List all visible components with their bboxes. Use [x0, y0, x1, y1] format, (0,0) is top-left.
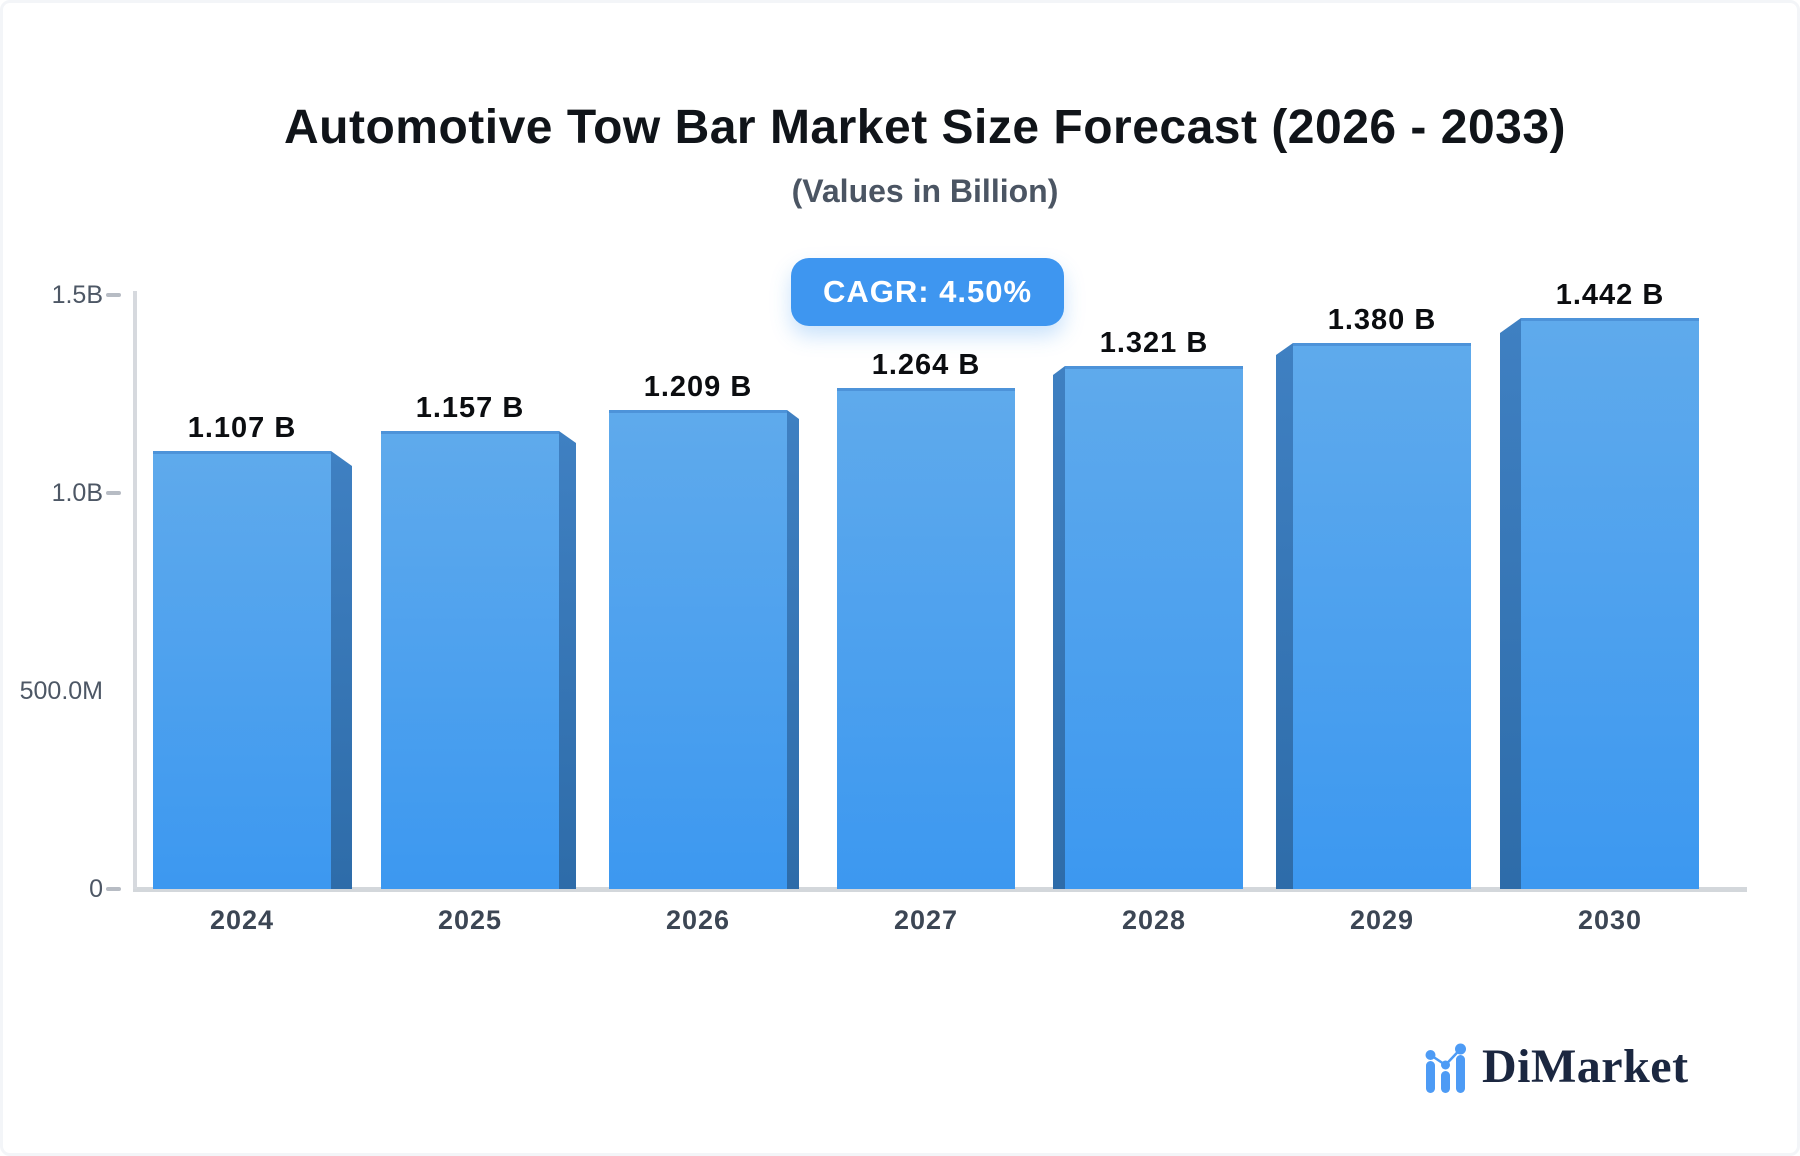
bar-2027[interactable]: [837, 388, 1015, 889]
chart-title: Automotive Tow Bar Market Size Forecast …: [283, 101, 1567, 154]
bar-top-edge: [837, 388, 1015, 391]
chart-subtitle: (Values in Billion): [791, 173, 1059, 209]
y-axis-tick-mark: [106, 491, 121, 495]
x-axis-label: 2027: [893, 905, 959, 935]
bar-value-label: 1.442 B: [1555, 279, 1665, 311]
x-axis-label: 2030: [1577, 905, 1643, 935]
y-axis-tick-label: 0: [89, 875, 103, 903]
bar-value-label: 1.321 B: [1099, 327, 1209, 359]
bar-top-edge: [381, 431, 559, 434]
bar-chart-plot: 1.107 B 2024 1.157 B 2025 1.209 B 2026 1.264 B…: [3, 3, 1797, 1153]
bar-side-face: [1053, 366, 1065, 889]
x-axis-label: 2024: [209, 905, 275, 935]
bar-2024[interactable]: [153, 451, 352, 889]
bar-value-label: 1.380 B: [1327, 304, 1437, 336]
y-axis-tick-label: 1.0B: [51, 479, 103, 507]
bar-front-face: [1521, 318, 1699, 889]
bar-side-face: [331, 451, 352, 889]
bar-side-face: [787, 410, 799, 889]
bar-side-face: [1500, 318, 1521, 889]
bar-front-face: [609, 410, 787, 889]
x-axis-label: 2025: [437, 905, 503, 935]
bar-top-edge: [609, 410, 787, 413]
bar-top-edge: [1065, 366, 1243, 369]
bar-side-face: [1276, 343, 1293, 889]
bar-2026[interactable]: [609, 410, 799, 889]
bar-front-face: [837, 388, 1015, 889]
cagr-badge-label: CAGR: 4.50%: [822, 274, 1033, 309]
y-axis-tick-label: 1.5B: [51, 281, 103, 309]
bar-2030[interactable]: [1500, 318, 1699, 889]
bar-2025[interactable]: [381, 431, 576, 889]
y-axis-tick-mark: [106, 293, 121, 297]
x-axis-label: 2028: [1121, 905, 1187, 935]
bar-value-label: 1.264 B: [871, 349, 981, 381]
bar-front-face: [381, 431, 559, 889]
y-axis-tick-label: 500.0M: [19, 677, 103, 705]
y-axis-tick-mark: [106, 887, 121, 891]
bar-value-label: 1.157 B: [415, 392, 525, 424]
bar-top-edge: [153, 451, 331, 454]
chart-header: Automotive Tow Bar Market Size Forecast …: [47, 99, 1797, 211]
x-axis-line: [133, 887, 1747, 892]
cagr-badge: CAGR: 4.50%: [791, 258, 1064, 326]
bar-front-face: [153, 451, 331, 889]
x-axis-label: 2029: [1349, 905, 1415, 935]
brand-logo: DiMarket: [1424, 1041, 1689, 1093]
bar-2029[interactable]: [1276, 343, 1471, 889]
y-axis-line: [133, 291, 137, 889]
bar-front-face: [1065, 366, 1243, 889]
bar-value-label: 1.107 B: [187, 412, 297, 444]
bar-top-edge: [1293, 343, 1471, 346]
bar-value-label: 1.209 B: [643, 371, 753, 403]
x-axis-label: 2026: [665, 905, 731, 935]
bar-side-face: [559, 431, 576, 889]
bars-canvas: [153, 318, 1699, 889]
bar-front-face: [1293, 343, 1471, 889]
brand-name: DiMarket: [1482, 1040, 1689, 1093]
dimarket-logo-icon: [1425, 1043, 1466, 1093]
bar-top-edge: [1521, 318, 1699, 321]
bar-2028[interactable]: [1053, 366, 1243, 889]
